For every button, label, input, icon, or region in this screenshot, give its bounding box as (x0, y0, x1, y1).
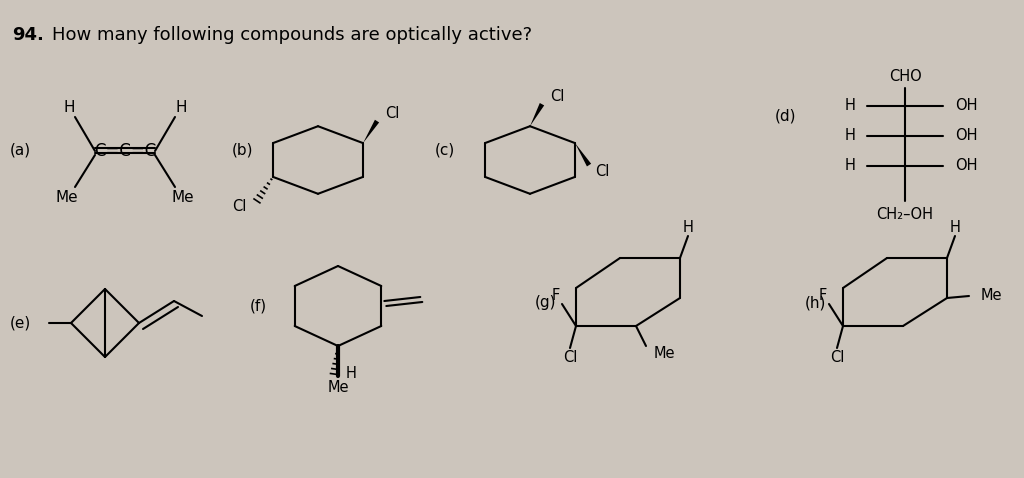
Text: H: H (683, 220, 693, 236)
Text: H: H (346, 367, 357, 381)
Text: (b): (b) (232, 142, 254, 157)
Text: Me: Me (654, 347, 676, 361)
Polygon shape (575, 143, 591, 166)
Text: OH: OH (955, 159, 978, 174)
Text: How many following compounds are optically active?: How many following compounds are optical… (52, 26, 532, 44)
Text: Me: Me (981, 289, 1002, 304)
Text: Cl: Cl (563, 350, 578, 366)
Text: (g): (g) (535, 295, 556, 311)
Text: H: H (63, 99, 75, 115)
Text: 94.: 94. (12, 26, 44, 44)
Text: (a): (a) (10, 142, 31, 157)
Text: H: H (844, 159, 855, 174)
Text: C=C=C: C=C=C (94, 141, 156, 160)
Text: CHO: CHO (889, 68, 922, 84)
Text: OH: OH (955, 129, 978, 143)
Text: (d): (d) (775, 109, 797, 123)
Text: Me: Me (172, 189, 195, 205)
Text: OH: OH (955, 98, 978, 113)
Polygon shape (364, 120, 379, 143)
Text: H: H (844, 129, 855, 143)
Text: Cl: Cl (595, 163, 609, 179)
Text: (c): (c) (435, 142, 456, 157)
Text: Me: Me (328, 380, 349, 395)
Polygon shape (530, 103, 544, 126)
Text: H: H (175, 99, 186, 115)
Text: F: F (819, 289, 827, 304)
Text: (e): (e) (10, 315, 32, 330)
Text: CH₂–OH: CH₂–OH (877, 206, 934, 221)
Text: H: H (949, 220, 961, 236)
Text: Cl: Cl (550, 89, 564, 104)
Text: Me: Me (55, 189, 78, 205)
Text: Cl: Cl (385, 106, 399, 120)
Text: (h): (h) (805, 295, 826, 311)
Text: Cl: Cl (232, 199, 247, 215)
Text: Cl: Cl (829, 350, 844, 366)
Text: F: F (552, 289, 560, 304)
Text: (f): (f) (250, 298, 267, 314)
Text: H: H (844, 98, 855, 113)
